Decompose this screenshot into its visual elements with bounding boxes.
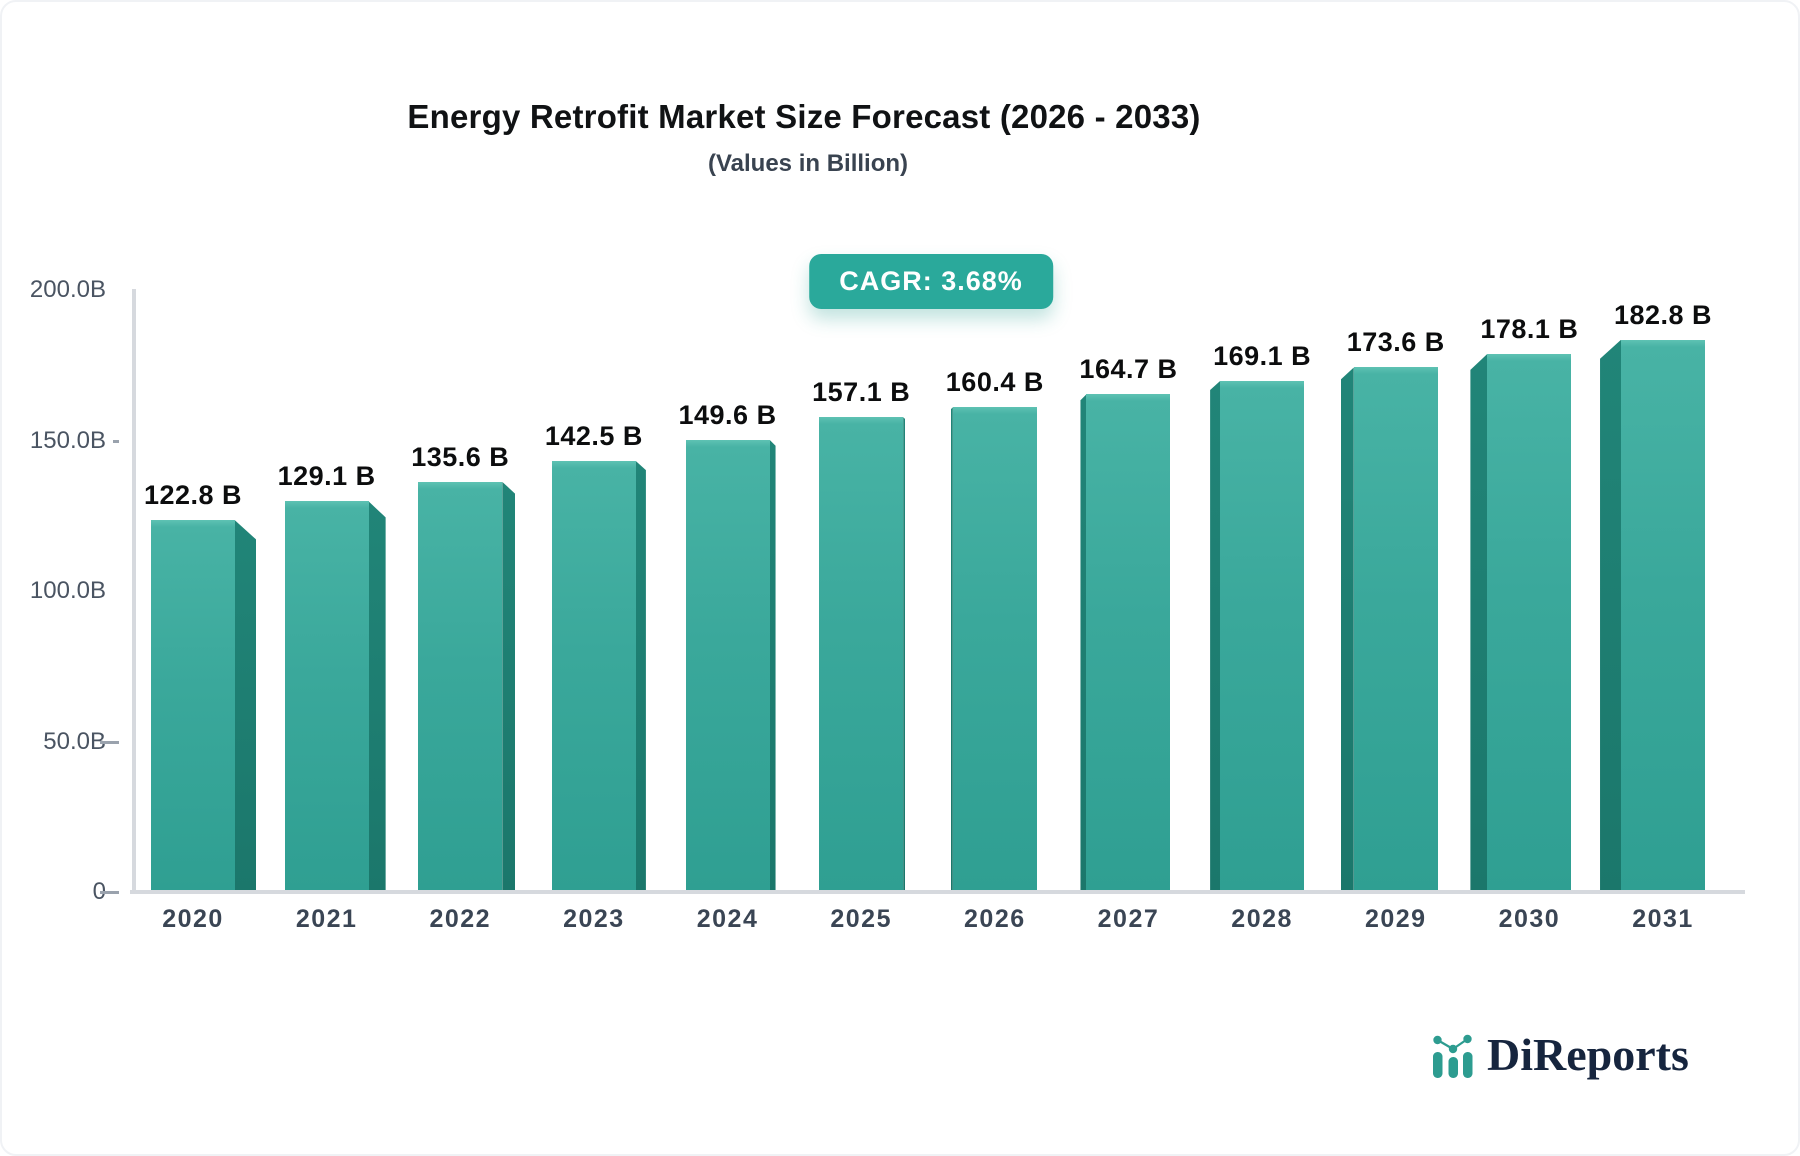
x-axis-label: 2030 [1498, 905, 1561, 933]
bar-value-label: 178.1 B [1480, 313, 1579, 344]
bar-side-face [1600, 339, 1622, 890]
x-axis-label: 2022 [429, 905, 492, 933]
bar-value-label: 169.1 B [1213, 341, 1312, 371]
y-axis-label: 100.0B [29, 577, 106, 604]
bar-value-label: 122.8 B [143, 480, 243, 511]
y-axis-line [132, 289, 136, 894]
mini-bar-chart-icon [1433, 1034, 1473, 1078]
bar-side-face [235, 520, 256, 890]
x-axis-line [130, 890, 1745, 894]
y-axis-label: 200.0B [29, 276, 106, 303]
direports-logo: DiReports [1432, 1032, 1689, 1078]
x-axis-label: 2020 [162, 905, 224, 933]
y-axis-tick [100, 740, 119, 744]
bar-value-label: 182.8 B [1613, 299, 1713, 330]
chart-title: Energy Retrofit Market Size Forecast (20… [407, 98, 1201, 135]
y-axis-tick [113, 439, 119, 443]
bar-side-face [769, 439, 776, 890]
bar [685, 439, 770, 890]
x-axis-label: 2025 [830, 905, 892, 933]
bar [551, 461, 636, 890]
x-axis-label: 2026 [964, 905, 1026, 933]
bar-side-face [950, 407, 953, 890]
bar-value-label: 135.6 B [411, 441, 510, 472]
bar [1220, 381, 1305, 890]
bar [1487, 353, 1572, 890]
x-axis-label: 2023 [563, 905, 625, 933]
bar-value-label: 157.1 B [812, 377, 911, 408]
bar-side-face [635, 461, 646, 890]
x-axis-label: 2027 [1097, 905, 1160, 933]
y-axis-label: 150.0B [29, 426, 106, 454]
bar-side-face [368, 501, 386, 890]
x-axis-label: 2024 [696, 905, 759, 933]
chart-subtitle: (Values in Billion) [707, 150, 909, 177]
x-axis-label: 2031 [1632, 905, 1694, 933]
bar-value-label: 173.6 B [1346, 327, 1445, 358]
x-axis-label: 2029 [1364, 905, 1427, 933]
bar-value-label: 129.1 B [277, 461, 376, 492]
x-axis-label: 2028 [1231, 905, 1293, 933]
bar [284, 501, 369, 890]
logo-text: DiReports [1487, 1029, 1689, 1080]
cagr-badge-label: CAGR: 3.68% [839, 266, 1023, 296]
bar-value-label: 149.6 B [678, 399, 777, 430]
bar-side-face [502, 481, 516, 890]
bar-side-face [1080, 394, 1087, 890]
y-axis-tick [100, 891, 119, 894]
bar [1621, 339, 1706, 890]
bar-side-face [1470, 353, 1488, 890]
bar-value-label: 164.7 B [1079, 354, 1178, 385]
bar [418, 481, 503, 890]
bar-side-face [903, 417, 906, 890]
cagr-badge: CAGR: 3.68% [809, 254, 1053, 309]
bar-side-face [1340, 367, 1354, 890]
y-axis-label: 0 [2, 877, 106, 907]
bar [1353, 367, 1438, 890]
bar-side-face [1210, 381, 1221, 890]
bar-value-label: 142.5 B [544, 421, 643, 452]
bar [1086, 394, 1171, 890]
bar [151, 520, 235, 890]
bar-value-label: 160.4 B [945, 367, 1044, 398]
y-axis-label: 50.0B [43, 727, 106, 755]
bar [819, 417, 904, 890]
bar [952, 407, 1037, 890]
x-axis-label: 2021 [295, 905, 358, 933]
